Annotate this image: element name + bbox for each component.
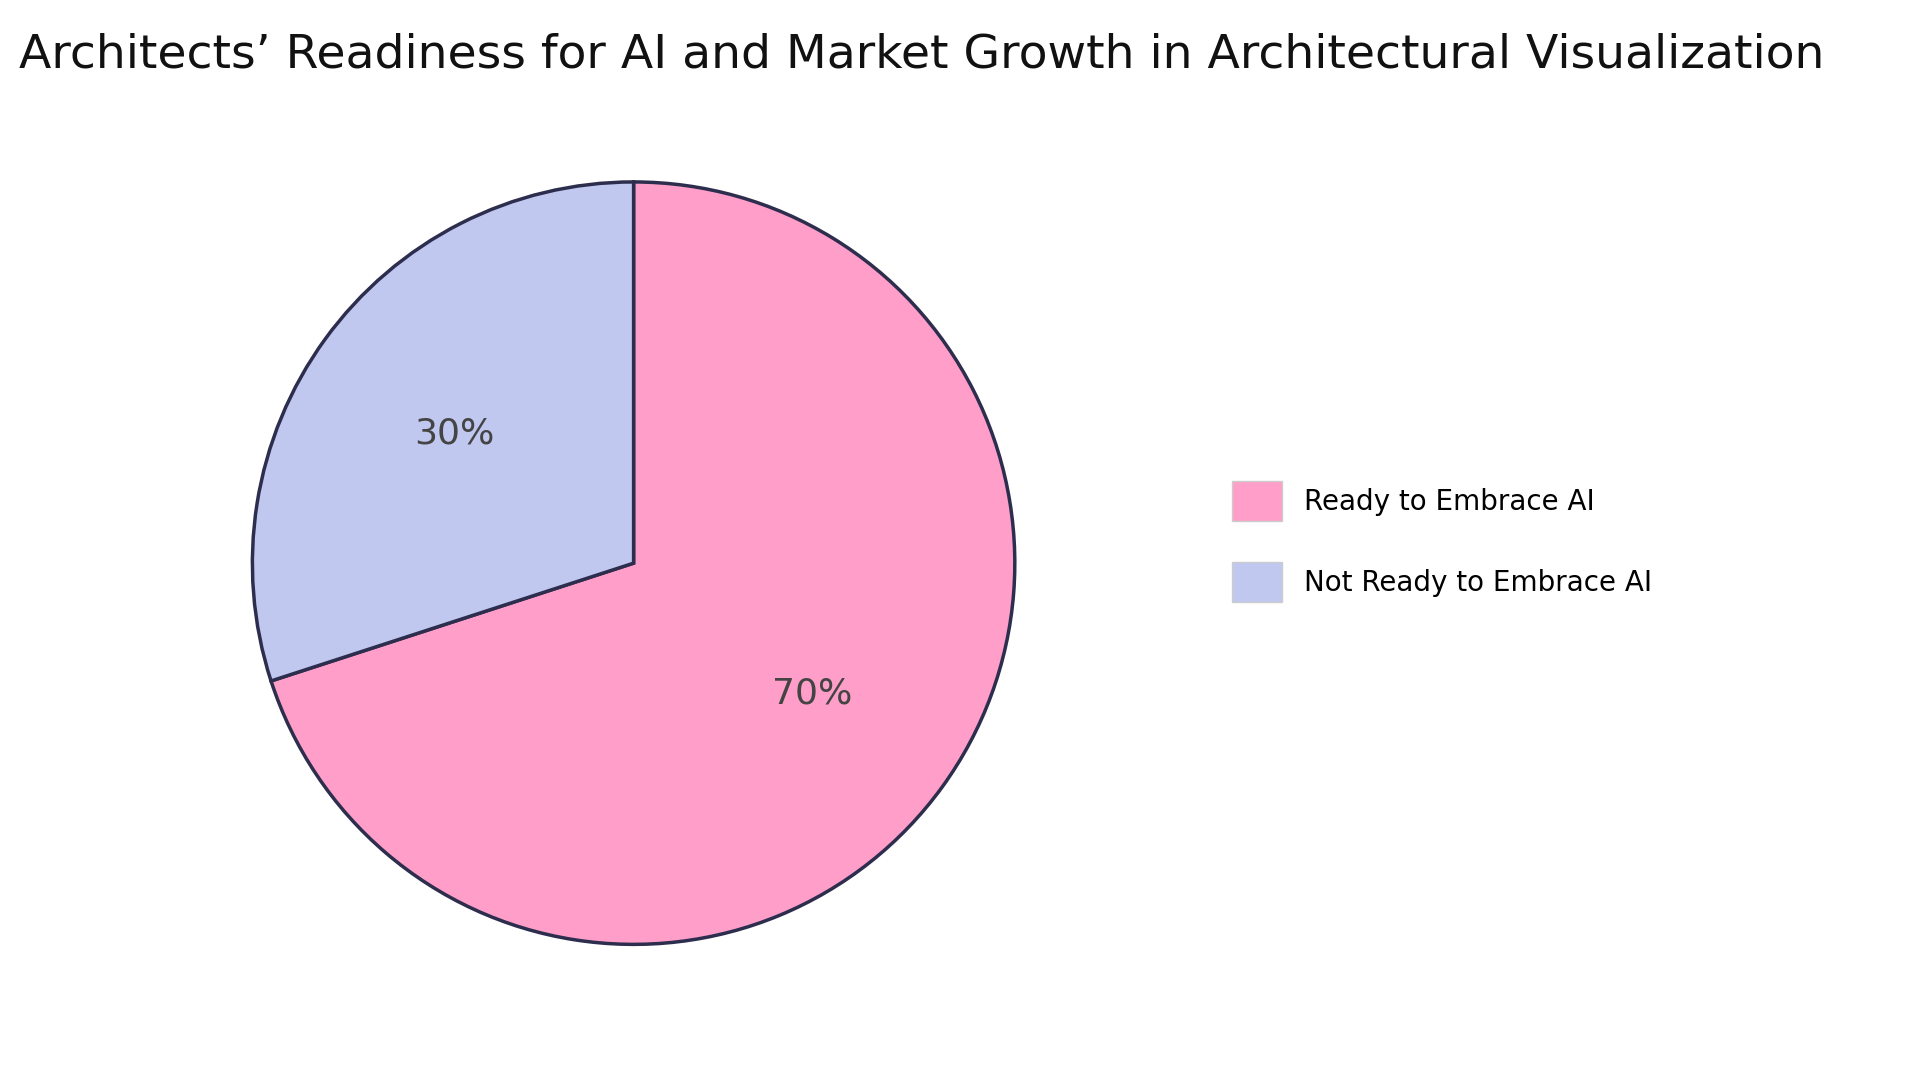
Wedge shape xyxy=(252,182,634,681)
Text: 30%: 30% xyxy=(415,416,495,451)
Text: 70%: 70% xyxy=(772,676,852,710)
Legend: Ready to Embrace AI, Not Ready to Embrace AI: Ready to Embrace AI, Not Ready to Embrac… xyxy=(1204,454,1680,629)
Text: Architects’ Readiness for AI and Market Growth in Architectural Visualization: Architects’ Readiness for AI and Market … xyxy=(19,32,1824,78)
Wedge shape xyxy=(271,182,1016,944)
